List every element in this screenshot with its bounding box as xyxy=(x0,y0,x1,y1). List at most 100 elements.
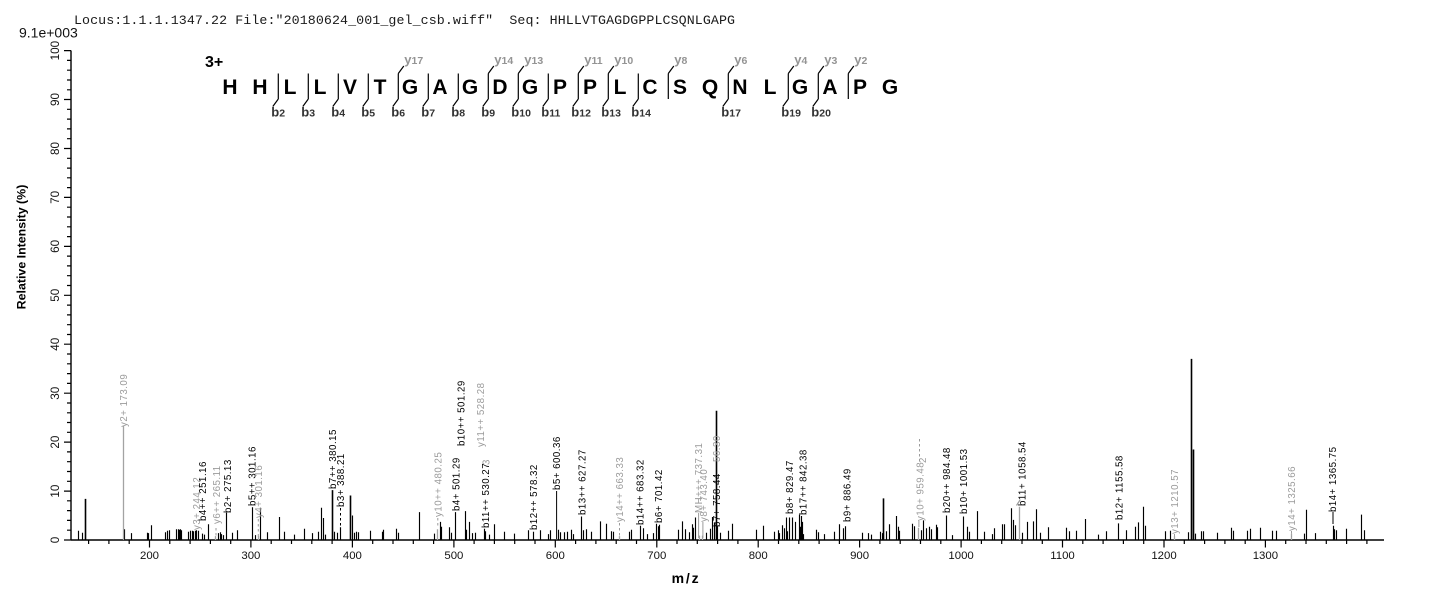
svg-text:A: A xyxy=(822,76,837,99)
svg-text:y17: y17 xyxy=(404,52,423,67)
svg-text:H: H xyxy=(222,76,237,99)
svg-text:100: 100 xyxy=(49,40,62,60)
svg-text:b19: b19 xyxy=(781,105,801,120)
svg-text:500: 500 xyxy=(444,550,463,562)
svg-text:y11: y11 xyxy=(584,52,602,67)
svg-text:b3+ 388.21: b3+ 388.21 xyxy=(336,453,347,507)
svg-text:b7: b7 xyxy=(421,105,435,120)
svg-text:y10++ 480.25: y10++ 480.25 xyxy=(433,452,444,517)
svg-text:2: 2 xyxy=(918,457,929,463)
svg-text:P: P xyxy=(583,76,597,99)
svg-text:G: G xyxy=(792,76,808,99)
svg-text:m/z: m/z xyxy=(672,570,701,586)
svg-text:400: 400 xyxy=(343,550,362,562)
svg-text:N: N xyxy=(732,76,747,99)
svg-text:10: 10 xyxy=(49,484,62,498)
svg-text:b3: b3 xyxy=(301,105,315,120)
svg-text:b6+ 701.42: b6+ 701.42 xyxy=(654,469,665,523)
svg-text:b10+ 1001.53: b10+ 1001.53 xyxy=(959,448,970,514)
svg-text:T: T xyxy=(374,76,387,99)
svg-text:y2: y2 xyxy=(854,52,867,67)
svg-text:b12: b12 xyxy=(571,105,591,120)
svg-text:H: H xyxy=(252,76,267,99)
svg-text:y4+ 301.16: y4+ 301.16 xyxy=(254,465,265,518)
svg-text:Locus:1.1.1.1347.22 File:"2018: Locus:1.1.1.1347.22 File:"20180624_001_g… xyxy=(74,13,735,28)
svg-text:b13++ 627.27: b13++ 627.27 xyxy=(578,449,589,515)
svg-text:b20++ 984.48: b20++ 984.48 xyxy=(942,447,953,513)
svg-text:60: 60 xyxy=(49,239,62,253)
svg-text:b8: b8 xyxy=(451,105,465,120)
svg-text:P: P xyxy=(853,76,867,99)
svg-text:b13: b13 xyxy=(601,105,621,120)
svg-text:70: 70 xyxy=(49,190,62,204)
svg-text:b14++ 683.32: b14++ 683.32 xyxy=(636,459,647,525)
svg-text:A: A xyxy=(432,76,447,99)
svg-text:L: L xyxy=(764,76,777,99)
svg-text:y14+ 1325.66: y14+ 1325.66 xyxy=(1287,466,1298,531)
svg-text:y4: y4 xyxy=(794,52,807,67)
svg-text:b5: b5 xyxy=(361,105,375,120)
svg-text:y3+ 244.12: y3+ 244.12 xyxy=(192,477,203,530)
svg-text:300: 300 xyxy=(241,550,260,562)
svg-text:b10++ 501.29: b10++ 501.29 xyxy=(457,380,468,446)
svg-text:b9: b9 xyxy=(481,105,495,120)
svg-text:y14: y14 xyxy=(494,52,513,67)
svg-text:50: 50 xyxy=(49,288,62,302)
svg-text:80: 80 xyxy=(49,142,62,156)
svg-text:200: 200 xyxy=(140,550,159,562)
svg-text:y10+ 959.48: y10+ 959.48 xyxy=(916,462,927,521)
svg-text:b7++ 380.15: b7++ 380.15 xyxy=(328,429,339,489)
svg-text:b12+ 1155.58: b12+ 1155.58 xyxy=(1115,455,1126,520)
svg-text:C: C xyxy=(642,76,657,99)
svg-text:600: 600 xyxy=(546,550,565,562)
svg-text:90: 90 xyxy=(49,93,62,107)
svg-text:b14: b14 xyxy=(631,105,651,120)
svg-text:P: P xyxy=(553,76,567,99)
svg-text:b2+ 275.13: b2+ 275.13 xyxy=(223,459,234,513)
svg-text:20: 20 xyxy=(49,435,62,449)
svg-text:L: L xyxy=(284,76,297,99)
svg-text:y13: y13 xyxy=(524,52,543,67)
svg-text:y8+ 743.40: y8+ 743.40 xyxy=(699,469,710,522)
svg-text:800: 800 xyxy=(749,550,768,562)
svg-text:MH+++ 737.31: MH+++ 737.31 xyxy=(694,443,705,513)
svg-text:b6: b6 xyxy=(391,105,405,120)
svg-text:b10: b10 xyxy=(511,105,531,120)
svg-text:y10: y10 xyxy=(614,52,633,67)
svg-text:b5+ 600.36: b5+ 600.36 xyxy=(552,436,563,490)
svg-text:Relative Intensity (%): Relative Intensity (%) xyxy=(15,185,29,310)
svg-text:b11+ 1058.54: b11+ 1058.54 xyxy=(1017,441,1028,506)
svg-text:3: 3 xyxy=(482,459,493,465)
svg-text:y14++ 663.33: y14++ 663.33 xyxy=(615,457,626,522)
svg-text:b14+ 1365.75: b14+ 1365.75 xyxy=(1328,446,1339,512)
svg-text:G: G xyxy=(522,76,538,99)
svg-text:700: 700 xyxy=(647,550,666,562)
svg-text:y11++ 528.28: y11++ 528.28 xyxy=(476,382,487,447)
svg-text:y13+ 1210.57: y13+ 1210.57 xyxy=(1170,469,1181,534)
svg-text:b11: b11 xyxy=(541,105,560,120)
svg-text:S: S xyxy=(673,76,687,99)
svg-text:b9+ 886.49: b9+ 886.49 xyxy=(843,468,854,522)
svg-text:G: G xyxy=(462,76,478,99)
svg-text:0: 0 xyxy=(49,536,62,543)
svg-text:D: D xyxy=(492,76,507,99)
svg-text:b2: b2 xyxy=(271,105,285,120)
svg-text:b7+ 758.44: b7+ 758.44 xyxy=(712,473,723,527)
svg-text:9.1e+003: 9.1e+003 xyxy=(19,25,78,41)
svg-text:b17++ 842.38: b17++ 842.38 xyxy=(799,449,810,515)
svg-text:y6: y6 xyxy=(734,52,747,67)
svg-text:V: V xyxy=(343,76,357,99)
svg-text:y3: y3 xyxy=(824,52,837,67)
svg-text:L: L xyxy=(314,76,327,99)
svg-text:y2+ 173.09: y2+ 173.09 xyxy=(119,374,130,427)
svg-text:y8: y8 xyxy=(674,52,687,67)
svg-text:b5++ 301.16: b5++ 301.16 xyxy=(247,446,258,506)
svg-text:900: 900 xyxy=(850,550,869,562)
svg-text:1000: 1000 xyxy=(948,550,973,562)
svg-text:1200: 1200 xyxy=(1151,550,1176,562)
svg-text:3+: 3+ xyxy=(205,54,223,71)
svg-text:40: 40 xyxy=(49,337,62,351)
svg-text:b20: b20 xyxy=(811,105,831,120)
svg-text:G: G xyxy=(882,76,898,99)
svg-text:Q: Q xyxy=(702,76,718,99)
